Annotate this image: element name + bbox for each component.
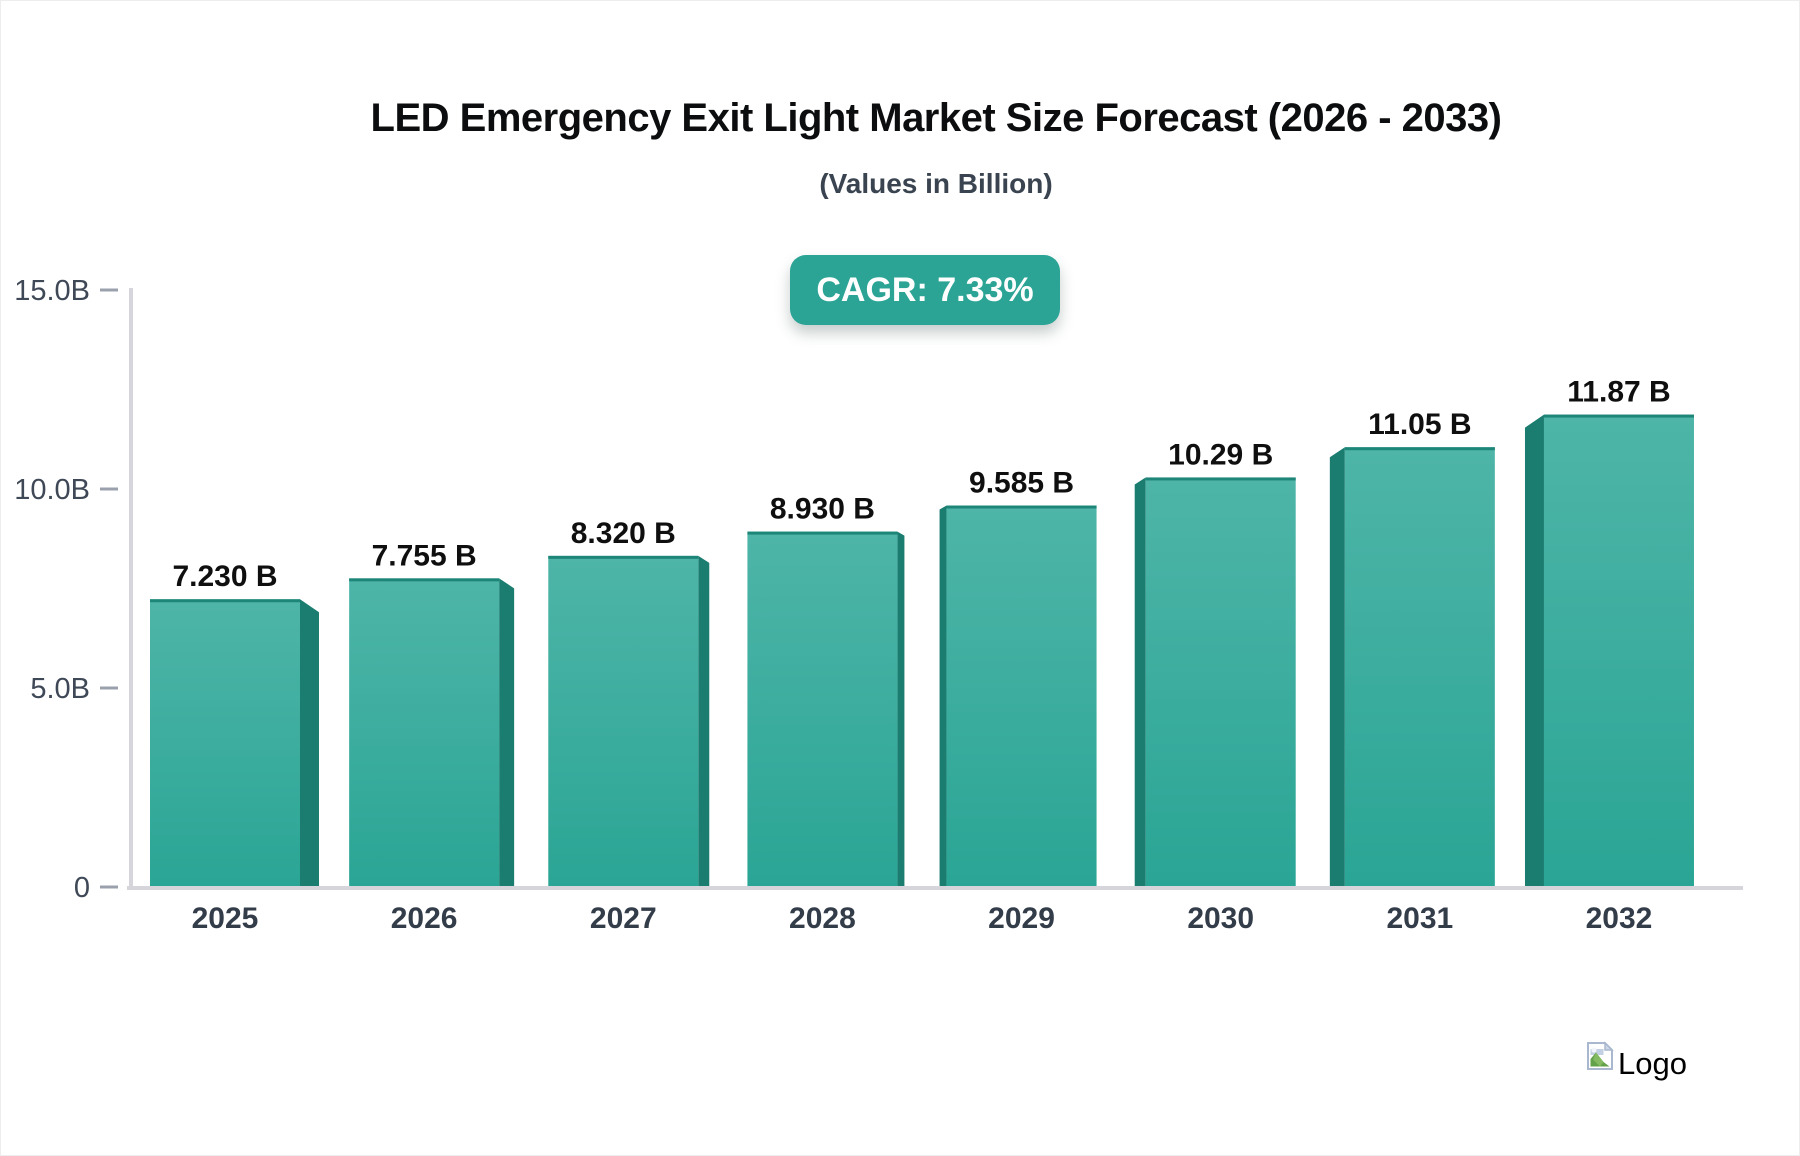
y-tick <box>100 487 118 491</box>
logo-alt-text: Logo <box>1618 1046 1687 1081</box>
chart-title: LED Emergency Exit Light Market Size For… <box>370 96 1502 140</box>
x-axis-label-2027: 2027 <box>590 902 657 935</box>
bar-side-2027 <box>698 555 710 889</box>
bar-value-label-2027: 8.320 B <box>571 517 676 550</box>
bar-value-label-2030: 10.29 B <box>1168 438 1273 471</box>
bar-value-label-2032: 11.87 B <box>1567 376 1670 409</box>
y-tick-label: 10.0B <box>14 474 90 506</box>
y-tick <box>100 885 118 889</box>
y-axis-line <box>129 288 133 887</box>
bar-2031 <box>1344 447 1495 889</box>
bar-2027 <box>548 555 699 889</box>
bar-top-edge-2028 <box>747 531 898 535</box>
bar-2029 <box>946 505 1097 889</box>
bar-top-edge-2029 <box>946 505 1097 509</box>
bar-value-label-2031: 11.05 B <box>1368 408 1471 441</box>
bar-top-edge-2031 <box>1344 447 1495 451</box>
bar-value-label-2029: 9.585 B <box>969 467 1074 500</box>
bar-top-edge-2030 <box>1145 477 1296 481</box>
logo: Logo <box>1584 1040 1687 1079</box>
bar-side-2032 <box>1524 414 1544 889</box>
x-axis-label-2031: 2031 <box>1386 902 1453 935</box>
bar-2028 <box>747 531 898 889</box>
bar-top-edge-2027 <box>548 555 699 559</box>
y-tick-label: 5.0B <box>30 673 90 705</box>
bar-2032 <box>1543 414 1694 889</box>
y-tick <box>100 686 118 690</box>
y-tick <box>100 288 118 292</box>
broken-image-icon <box>1584 1040 1616 1077</box>
x-axis-label-2025: 2025 <box>192 902 259 935</box>
y-tick-label: 0 <box>74 872 90 904</box>
bar-2025 <box>150 599 300 889</box>
bar-side-2031 <box>1329 447 1345 889</box>
bar-side-2025 <box>300 599 319 889</box>
cagr-badge: CAGR: 7.33% <box>790 255 1060 325</box>
bar-side-2030 <box>1134 477 1146 889</box>
chart-subtitle: (Values in Billion) <box>819 168 1053 199</box>
bar-side-2026 <box>499 578 515 889</box>
x-axis-label-2028: 2028 <box>789 902 856 935</box>
bar-value-label-2025: 7.230 B <box>172 560 277 593</box>
y-tick-label: 15.0B <box>14 275 90 307</box>
bar-top-edge-2025 <box>150 599 300 603</box>
bar-top-edge-2032 <box>1543 414 1694 418</box>
x-axis-label-2029: 2029 <box>988 902 1055 935</box>
bar-value-label-2028: 8.930 B <box>770 493 875 526</box>
x-axis-label-2026: 2026 <box>391 902 458 935</box>
bar-2026 <box>349 578 500 889</box>
bar-2030 <box>1145 477 1296 889</box>
bar-value-label-2026: 7.755 B <box>372 539 477 572</box>
cagr-badge-label: CAGR: 7.33% <box>816 270 1034 309</box>
x-axis-line <box>127 886 1743 890</box>
bar-top-edge-2026 <box>349 578 500 582</box>
x-axis-label-2032: 2032 <box>1586 902 1653 935</box>
bar-side-2029 <box>939 505 947 889</box>
x-axis-label-2030: 2030 <box>1187 902 1254 935</box>
bar-side-2028 <box>897 531 905 889</box>
